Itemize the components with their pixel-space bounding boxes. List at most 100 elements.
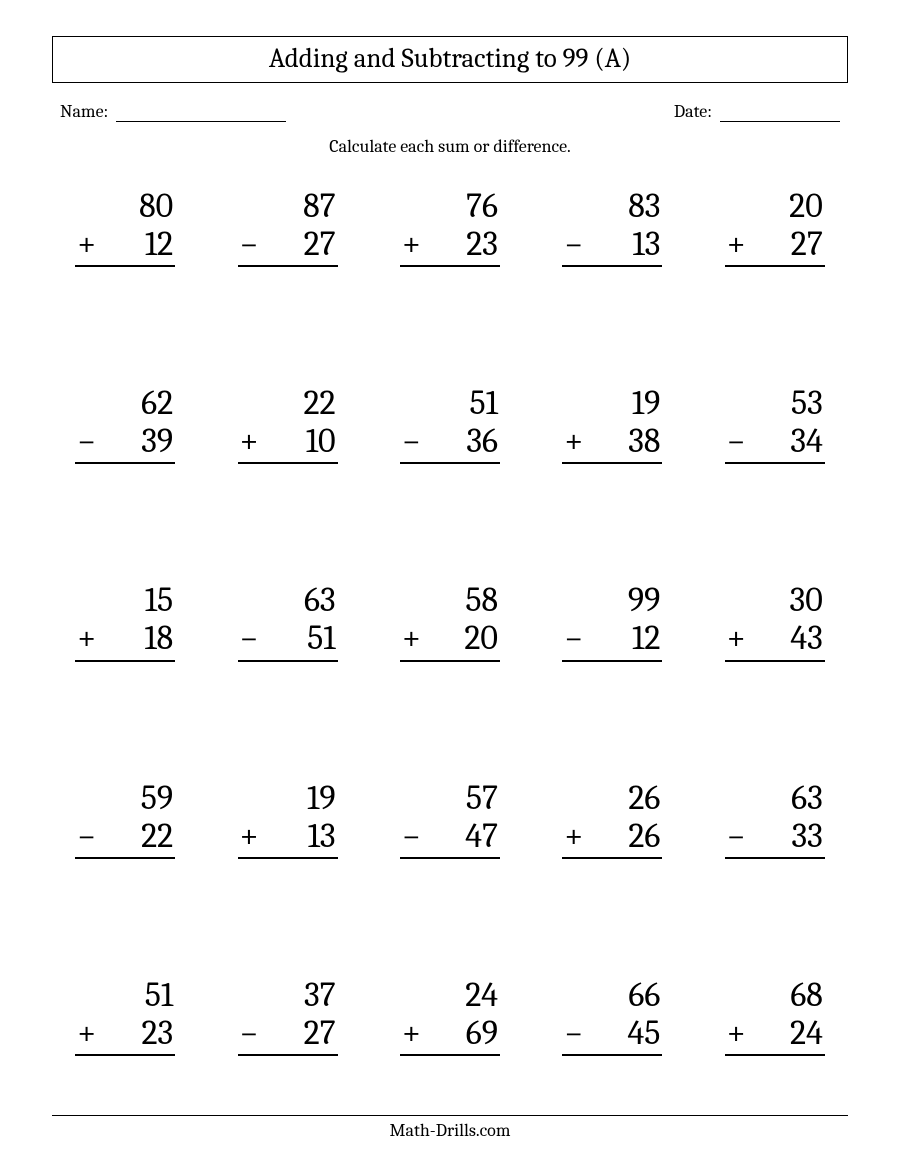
problem: 66−45 xyxy=(562,976,662,1095)
problem: 68+24 xyxy=(725,976,825,1095)
problem-operator: + xyxy=(77,1014,101,1052)
problem: 87−27 xyxy=(238,187,338,306)
problem-operand-a: 26 xyxy=(562,779,662,817)
problem-operator: − xyxy=(77,817,101,855)
problem-bottom-row: +18 xyxy=(75,619,175,661)
problem-operand-a: 62 xyxy=(75,384,175,422)
problem: 76+23 xyxy=(400,187,500,306)
meta-row: Name: Date: xyxy=(52,101,848,122)
problem: 26+26 xyxy=(562,779,662,898)
problem-operand-a: 22 xyxy=(238,384,338,422)
name-input-line[interactable] xyxy=(116,104,286,122)
problem: 24+69 xyxy=(400,976,500,1095)
problem-operand-a: 80 xyxy=(75,187,175,225)
problem-operator: − xyxy=(727,817,751,855)
problem-bottom-row: +69 xyxy=(400,1014,500,1056)
problem-operand-b: 10 xyxy=(264,422,336,460)
problem-operand-a: 66 xyxy=(562,976,662,1014)
problem-operator: + xyxy=(77,619,101,657)
problem: 20+27 xyxy=(725,187,825,306)
problem-operator: − xyxy=(564,225,588,263)
problem-operand-b: 39 xyxy=(101,422,173,460)
problem: 83−13 xyxy=(562,187,662,306)
problems-grid: 80+1287−2776+2383−1320+2762−3922+1051−36… xyxy=(52,187,848,1095)
problem-bottom-row: −27 xyxy=(238,225,338,267)
problem: 22+10 xyxy=(238,384,338,503)
problem-operand-a: 15 xyxy=(75,581,175,619)
problem: 62−39 xyxy=(75,384,175,503)
problem-operand-a: 87 xyxy=(238,187,338,225)
problem-operand-b: 33 xyxy=(751,817,823,855)
problem: 80+12 xyxy=(75,187,175,306)
problem-operator: − xyxy=(564,1014,588,1052)
problem-operand-b: 27 xyxy=(264,1014,336,1052)
problem-operand-b: 36 xyxy=(426,422,498,460)
problem-operand-a: 51 xyxy=(400,384,500,422)
date-label: Date: xyxy=(674,101,712,122)
problem-bottom-row: −36 xyxy=(400,422,500,464)
problem-operator: + xyxy=(727,225,751,263)
problem-operand-a: 63 xyxy=(238,581,338,619)
problem-operand-b: 27 xyxy=(264,225,336,263)
problem-operand-a: 37 xyxy=(238,976,338,1014)
problem-bottom-row: +13 xyxy=(238,817,338,859)
problem-operand-b: 24 xyxy=(751,1014,823,1052)
name-field: Name: xyxy=(60,101,286,122)
problem: 15+18 xyxy=(75,581,175,700)
problem-operator: + xyxy=(240,422,264,460)
problem-operator: − xyxy=(77,422,101,460)
problem: 30+43 xyxy=(725,581,825,700)
problem-operand-b: 51 xyxy=(264,619,336,657)
problem-operator: + xyxy=(402,619,426,657)
problem-operand-b: 23 xyxy=(101,1014,173,1052)
date-input-line[interactable] xyxy=(720,104,840,122)
problem: 57−47 xyxy=(400,779,500,898)
problem: 63−51 xyxy=(238,581,338,700)
problem: 19+13 xyxy=(238,779,338,898)
problem-operand-b: 12 xyxy=(101,225,173,263)
problem-operand-a: 53 xyxy=(725,384,825,422)
problem-operator: − xyxy=(402,817,426,855)
problem-operand-a: 19 xyxy=(238,779,338,817)
problem-operand-b: 43 xyxy=(751,619,823,657)
problem-bottom-row: −13 xyxy=(562,225,662,267)
problem-operator: + xyxy=(727,619,751,657)
problem-bottom-row: +43 xyxy=(725,619,825,661)
problem-bottom-row: −34 xyxy=(725,422,825,464)
instructions-text: Calculate each sum or difference. xyxy=(52,136,848,157)
problem-operand-a: 30 xyxy=(725,581,825,619)
problem-operator: − xyxy=(240,619,264,657)
problem-operand-b: 38 xyxy=(588,422,660,460)
problem-bottom-row: −22 xyxy=(75,817,175,859)
problem-operand-a: 20 xyxy=(725,187,825,225)
problem-operand-b: 45 xyxy=(588,1014,660,1052)
problem-bottom-row: +26 xyxy=(562,817,662,859)
problem-operand-a: 58 xyxy=(400,581,500,619)
problem: 99−12 xyxy=(562,581,662,700)
problem-bottom-row: −45 xyxy=(562,1014,662,1056)
problem-operand-b: 69 xyxy=(426,1014,498,1052)
problem-operand-a: 51 xyxy=(75,976,175,1014)
problem-operator: − xyxy=(402,422,426,460)
problem-bottom-row: +23 xyxy=(75,1014,175,1056)
problem-operand-a: 99 xyxy=(562,581,662,619)
problem-operand-a: 24 xyxy=(400,976,500,1014)
problem-bottom-row: −12 xyxy=(562,619,662,661)
problem-operator: − xyxy=(240,225,264,263)
problem-operand-b: 13 xyxy=(588,225,660,263)
problem: 53−34 xyxy=(725,384,825,503)
problem: 19+38 xyxy=(562,384,662,503)
date-field: Date: xyxy=(674,101,840,122)
problem: 63−33 xyxy=(725,779,825,898)
problem-operand-b: 18 xyxy=(101,619,173,657)
worksheet-page: Adding and Subtracting to 99 (A) Name: D… xyxy=(0,0,900,1165)
problem-bottom-row: −51 xyxy=(238,619,338,661)
problem-operand-b: 26 xyxy=(588,817,660,855)
page-title: Adding and Subtracting to 99 (A) xyxy=(52,36,848,83)
problem-operand-a: 19 xyxy=(562,384,662,422)
problem-operand-b: 27 xyxy=(751,225,823,263)
problem-operator: − xyxy=(727,422,751,460)
problem-operator: + xyxy=(240,817,264,855)
problem-bottom-row: +38 xyxy=(562,422,662,464)
problem-operator: + xyxy=(564,817,588,855)
